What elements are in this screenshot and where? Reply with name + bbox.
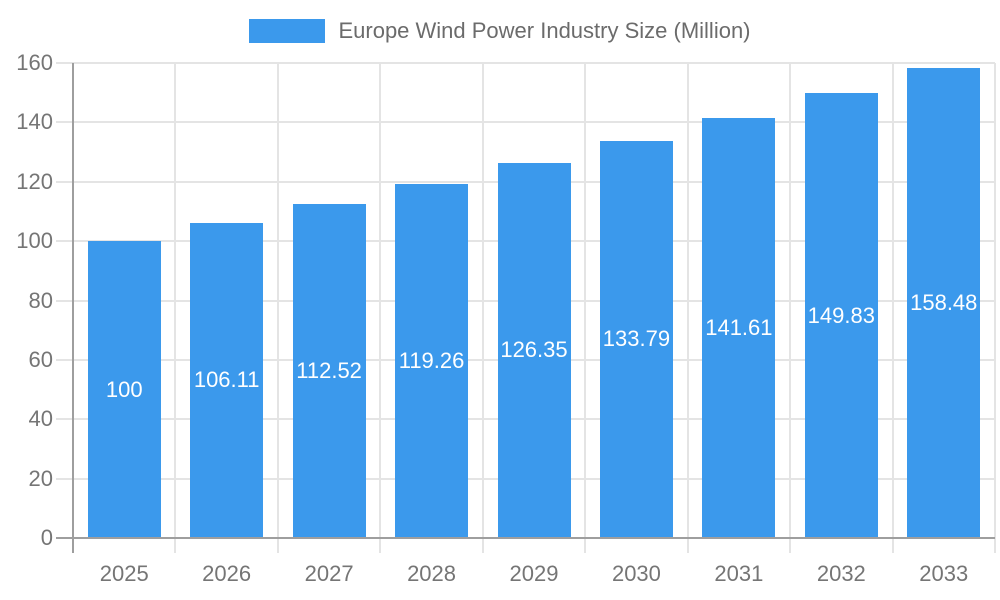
bar-2027[interactable]	[292, 203, 366, 538]
x-gridline-8	[891, 63, 894, 553]
x-tick-label-2031: 2031	[714, 561, 764, 586]
bar-value-label-2032: 149.83	[807, 302, 875, 328]
y-tick-label-120: 120	[16, 168, 53, 194]
y-tick-label-20: 20	[28, 465, 53, 491]
x-tick-label-2030: 2030	[611, 561, 661, 586]
y-tick-label-40: 40	[28, 406, 53, 432]
x-gridline-7	[789, 63, 792, 553]
y-axis-labels: 0 20 40 60 80 100 120 140 160	[0, 50, 53, 550]
x-gridline-9	[994, 63, 996, 553]
y-tick-label-0: 0	[40, 525, 53, 550]
bar-2033[interactable]	[907, 67, 981, 538]
y-tick-label-140: 140	[16, 109, 53, 135]
legend-swatch-icon	[249, 19, 326, 43]
x-tick-label-2025: 2025	[99, 561, 149, 586]
x-tick-label-2029: 2029	[509, 561, 559, 586]
legend[interactable]: Europe Wind Power Industry Size (Million…	[0, 18, 1000, 44]
bar-2026[interactable]	[190, 222, 264, 538]
x-tick-label-2026: 2026	[202, 561, 252, 586]
bar-value-label-2031: 141.61	[705, 314, 773, 340]
x-axis-line	[56, 537, 995, 539]
bar-2029[interactable]	[497, 162, 571, 538]
y-axis-line	[72, 63, 74, 553]
bar-2025[interactable]	[87, 241, 161, 538]
bar-2031[interactable]	[702, 117, 776, 538]
plot-area: 100 106.11 112.52 119.26 126.35 133.79 141.61 1…	[56, 62, 996, 553]
y-tick-label-160: 160	[16, 50, 53, 75]
x-gridline-6	[686, 63, 689, 553]
bar-2032[interactable]	[804, 93, 878, 538]
bar-value-label-2026: 106.11	[193, 367, 260, 393]
bar-2028[interactable]	[395, 183, 469, 538]
x-axis-labels: 2025 2026 2027 2028 2029 2030 2031 2032 2033	[73, 560, 995, 590]
bar-value-label-2028: 119.26	[398, 347, 465, 373]
legend-label: Europe Wind Power Industry Size (Million…	[338, 18, 751, 43]
x-gridline-5	[584, 63, 587, 553]
y-gridline-140	[56, 121, 995, 124]
bar-value-label-2027: 112.52	[296, 357, 362, 383]
x-gridline-1	[174, 63, 177, 553]
x-gridline-2	[276, 63, 279, 553]
x-tick-label-2033: 2033	[919, 561, 969, 586]
x-gridline-3	[379, 63, 382, 553]
bar-value-label-2030: 133.79	[602, 326, 671, 352]
bar-value-label-2029: 126.35	[500, 337, 568, 363]
x-tick-label-2032: 2032	[816, 561, 866, 586]
y-gridline-160	[56, 62, 995, 64]
x-tick-label-2027: 2027	[304, 561, 354, 586]
bar-2030[interactable]	[599, 140, 673, 538]
bar-value-label-2025: 100	[105, 376, 143, 402]
y-tick-label-80: 80	[28, 287, 53, 313]
x-tick-label-2028: 2028	[407, 561, 457, 586]
y-tick-label-60: 60	[28, 346, 53, 372]
bar-value-label-2033: 158.48	[910, 289, 978, 315]
x-gridline-4	[481, 63, 484, 553]
y-tick-label-100: 100	[16, 228, 53, 254]
